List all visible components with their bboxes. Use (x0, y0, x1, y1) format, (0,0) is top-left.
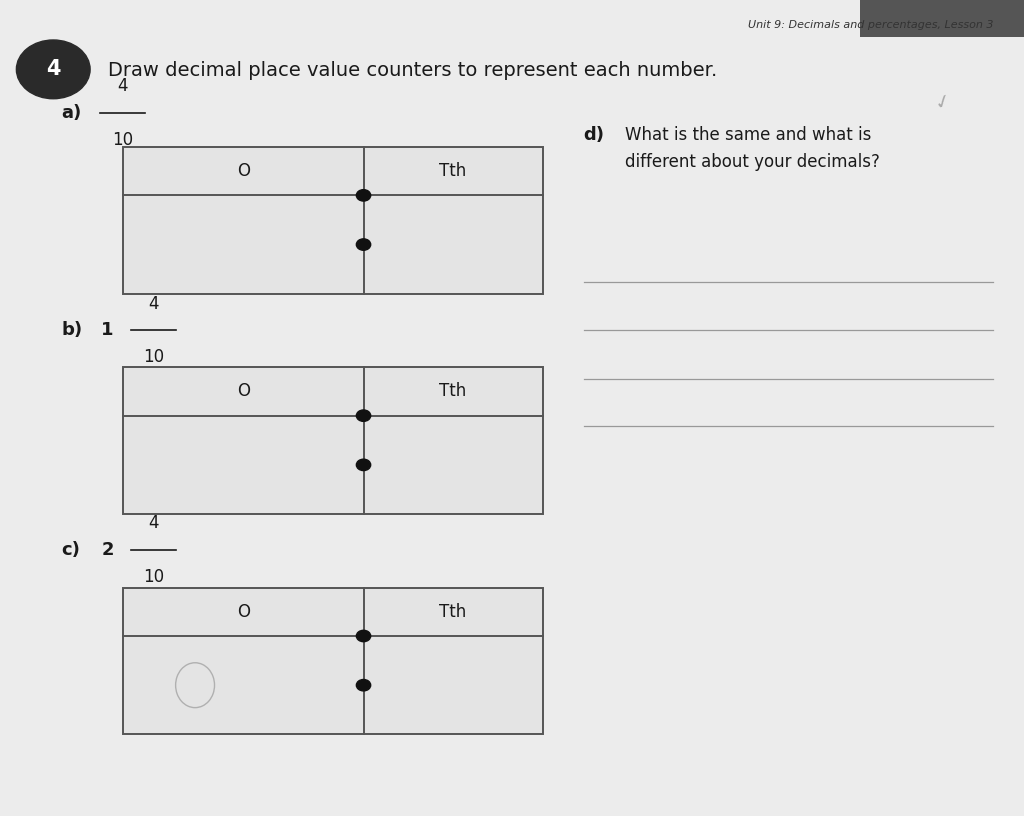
Text: Tth: Tth (439, 162, 467, 180)
Circle shape (356, 239, 371, 251)
Text: 4: 4 (148, 514, 159, 532)
Circle shape (356, 410, 371, 421)
Text: 10: 10 (113, 131, 133, 149)
Text: 2: 2 (101, 541, 114, 559)
Text: a): a) (61, 104, 82, 122)
FancyBboxPatch shape (123, 367, 543, 514)
Text: b): b) (61, 322, 83, 339)
Circle shape (356, 459, 371, 471)
Text: O: O (237, 603, 250, 621)
Text: Tth: Tth (439, 603, 467, 621)
Text: Draw decimal place value counters to represent each number.: Draw decimal place value counters to rep… (108, 60, 717, 80)
Text: 1: 1 (101, 322, 114, 339)
Circle shape (356, 680, 371, 691)
Text: 4: 4 (118, 77, 128, 95)
Circle shape (356, 189, 371, 201)
Text: Unit 9: Decimals and percentages, Lesson 3: Unit 9: Decimals and percentages, Lesson… (748, 20, 993, 30)
Circle shape (356, 630, 371, 641)
Text: O: O (237, 383, 250, 401)
Text: ✓: ✓ (931, 91, 953, 113)
FancyBboxPatch shape (123, 147, 543, 294)
Text: What is the same and what is
different about your decimals?: What is the same and what is different a… (625, 126, 880, 171)
Text: c): c) (61, 541, 80, 559)
Text: d): d) (584, 126, 605, 144)
Text: 4: 4 (46, 60, 60, 79)
Text: 10: 10 (143, 568, 164, 586)
Text: 4: 4 (148, 295, 159, 313)
Circle shape (16, 40, 90, 99)
Text: O: O (237, 162, 250, 180)
FancyBboxPatch shape (860, 0, 1024, 37)
Text: Tth: Tth (439, 383, 467, 401)
FancyBboxPatch shape (123, 588, 543, 734)
Text: 10: 10 (143, 348, 164, 366)
